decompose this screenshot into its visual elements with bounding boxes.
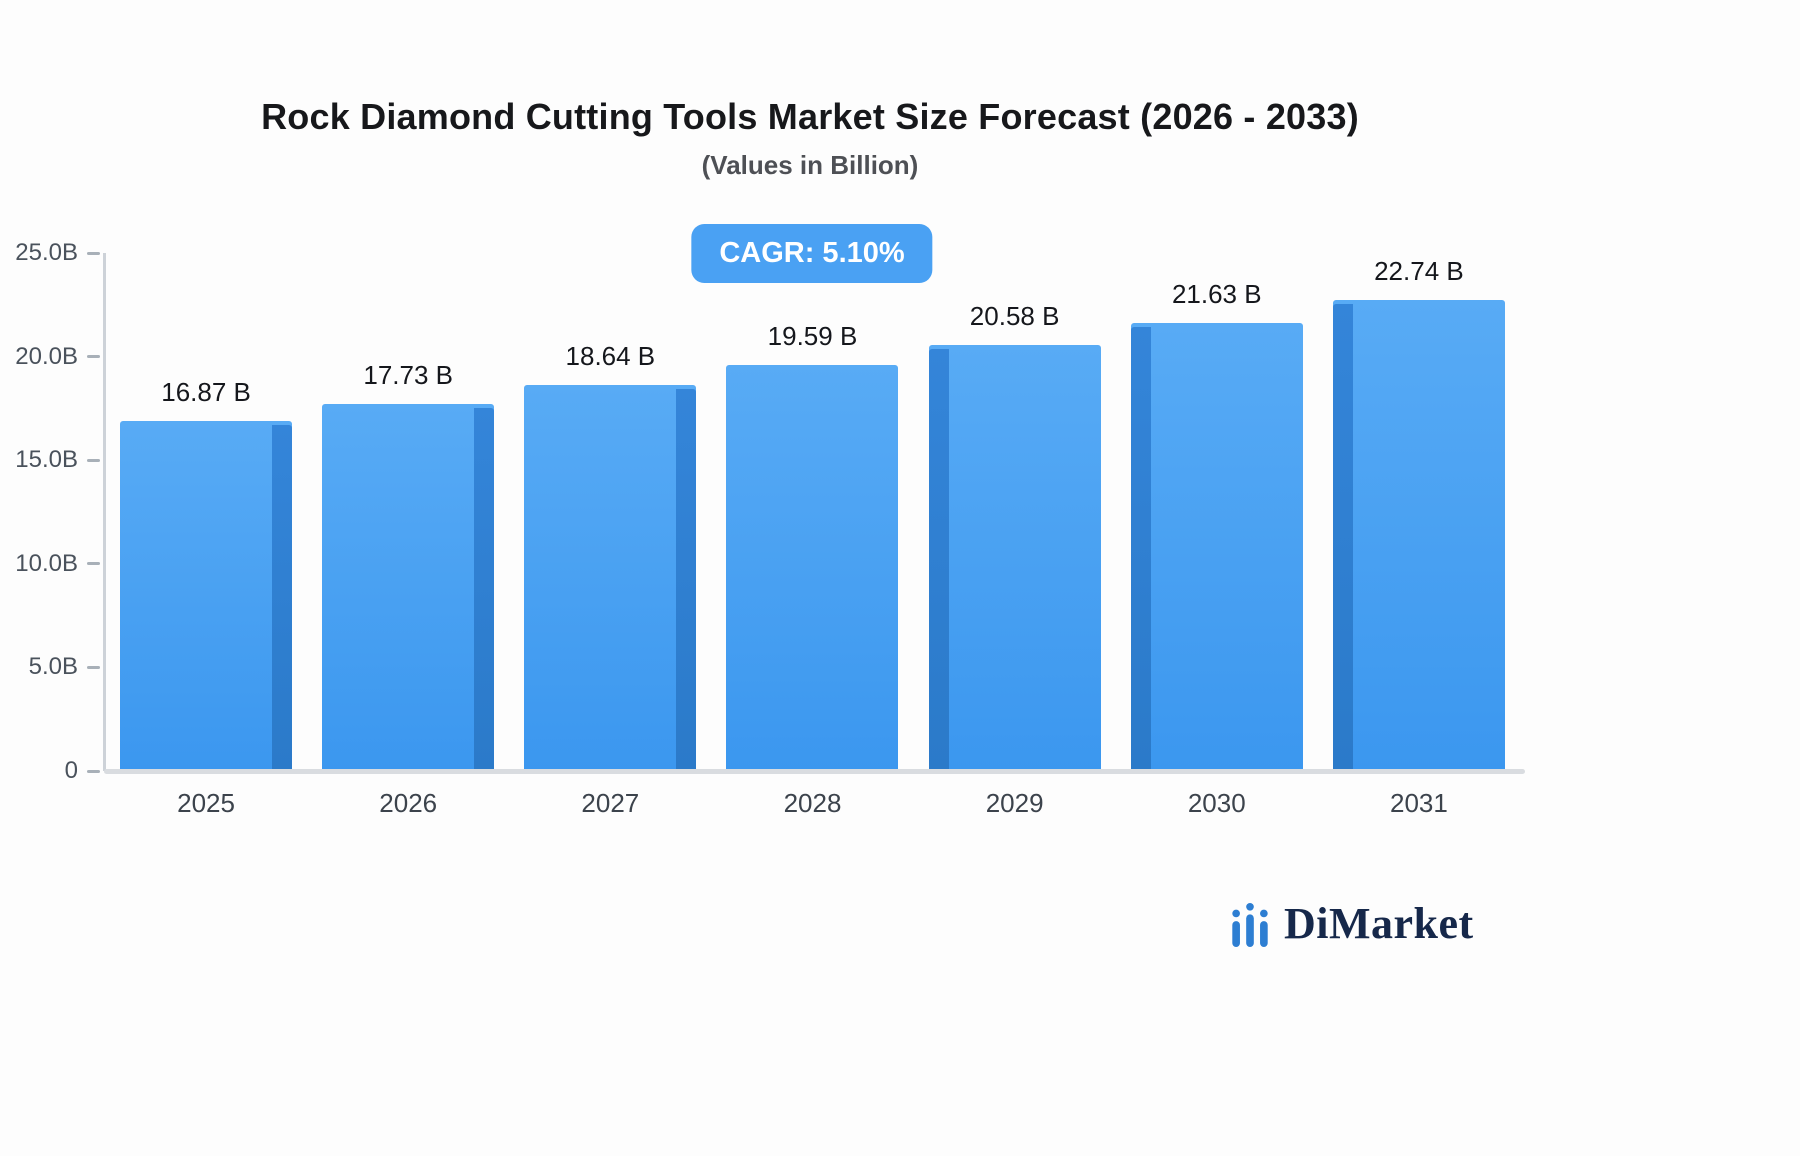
x-axis-label: 2027	[581, 788, 640, 818]
y-tick: 5.0B	[29, 653, 100, 681]
bar-column: 20.58 B	[914, 253, 1116, 771]
y-tick-label: 5.0B	[28, 653, 78, 681]
brand-logo: DiMarket	[1228, 898, 1474, 949]
y-tick: 25.0B	[15, 239, 100, 267]
bar-column: 22.74 B	[1318, 253, 1520, 771]
bar-2029: 20.58 B	[928, 301, 1101, 771]
bar-2026: 17.73 B	[322, 360, 495, 771]
y-tick: 15.0B	[15, 446, 100, 474]
bar-side-shade	[1332, 303, 1353, 771]
x-axis-label: 2030	[1187, 788, 1246, 818]
bar-value-label: 18.64 B	[565, 340, 656, 371]
y-tick-label: 0	[64, 757, 78, 784]
chart-title: Rock Diamond Cutting Tools Market Size F…	[261, 96, 1359, 137]
bar-column: 16.87 B	[105, 253, 307, 771]
y-tick-mark	[87, 769, 100, 773]
y-tick: 0	[65, 757, 100, 785]
bar-value-label: 17.73 B	[363, 359, 454, 390]
bars-container: 16.87 B 17.73 B 18.64 B 19.59 B 20.58 B 21.63…	[105, 253, 1520, 771]
bar-column: 18.64 B	[509, 253, 711, 771]
bar-column: 19.59 B	[711, 253, 913, 771]
y-tick-mark	[87, 458, 100, 462]
bar-value-label: 22.74 B	[1374, 255, 1464, 286]
bar-side-shade	[928, 348, 949, 771]
y-tick-label: 20.0B	[15, 342, 78, 370]
x-axis-labels: 2025 2026 2027 2028 2029 2030 2031	[105, 788, 1520, 819]
bar-side-shade	[474, 407, 495, 771]
y-tick: 10.0B	[15, 550, 100, 578]
bar-2030: 21.63 B	[1130, 279, 1303, 771]
x-axis-label: 2026	[379, 788, 438, 818]
cagr-badge: CAGR: 5.10%	[691, 224, 933, 283]
bar-column: 21.63 B	[1116, 253, 1318, 771]
y-tick-mark	[87, 562, 100, 566]
y-tick-mark	[87, 251, 100, 255]
x-axis-label: 2031	[1389, 788, 1448, 818]
y-axis: 0 5.0B 10.0B 15.0B 20.0B 25.0B	[0, 239, 100, 784]
x-axis-line	[104, 769, 1525, 774]
bar-2028: 19.59 B	[726, 321, 899, 771]
bar-2025: 16.87 B	[120, 377, 293, 771]
bar-value-label: 16.87 B	[161, 377, 251, 408]
bar-side-shade	[1130, 326, 1151, 771]
y-tick: 20.0B	[15, 343, 100, 371]
x-axis-label: 2025	[177, 788, 235, 818]
brand-name: DiMarket	[1284, 899, 1474, 948]
y-axis-line	[103, 253, 106, 771]
bar-value-label: 21.63 B	[1171, 278, 1262, 309]
chart-subtitle: (Values in Billion)	[701, 150, 919, 180]
bar-value-label: 19.59 B	[767, 321, 858, 352]
y-tick-label: 15.0B	[15, 446, 78, 474]
bar-column: 17.73 B	[307, 253, 509, 771]
x-axis-label: 2029	[985, 788, 1044, 818]
bar-2027: 18.64 B	[524, 341, 697, 771]
bar-side-shade	[676, 388, 697, 771]
y-tick-label: 25.0B	[15, 239, 78, 266]
x-axis-label: 2028	[783, 788, 842, 818]
bar-side-shade	[272, 425, 293, 771]
y-tick-mark	[87, 665, 100, 669]
y-tick-label: 10.0B	[15, 549, 78, 577]
bar-2031: 22.74 B	[1332, 256, 1505, 771]
bar-chart-icon	[1228, 901, 1272, 947]
y-tick-mark	[87, 355, 100, 359]
bar-value-label: 20.58 B	[969, 300, 1060, 331]
